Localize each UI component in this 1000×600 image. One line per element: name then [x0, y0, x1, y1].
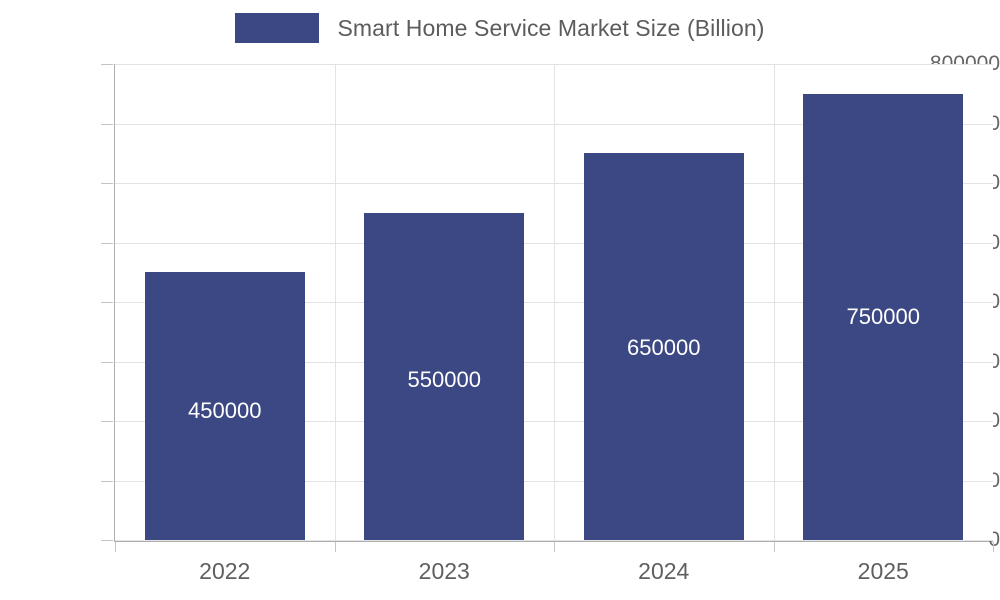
gridline-horizontal [115, 540, 993, 541]
y-axis-tick-mark [101, 302, 113, 303]
legend-item[interactable]: Smart Home Service Market Size (Billion) [235, 13, 764, 43]
bar[interactable]: 550000 [364, 212, 525, 540]
gridline-vertical [335, 64, 336, 540]
y-axis-tick-mark [101, 540, 113, 541]
bar[interactable]: 450000 [144, 272, 305, 540]
bar-value-label: 450000 [188, 398, 262, 424]
bar-value-label: 750000 [846, 303, 920, 329]
gridline-vertical [774, 64, 775, 540]
y-axis-tick-mark [101, 421, 113, 422]
legend-item-label: Smart Home Service Market Size (Billion) [337, 14, 765, 41]
y-axis-tick-mark [101, 183, 113, 184]
bar-value-label: 650000 [627, 335, 701, 361]
x-axis-tick-mark [993, 542, 994, 552]
x-axis-tick-mark [554, 542, 555, 552]
x-axis-tick-mark [774, 542, 775, 552]
y-axis-tick-mark [101, 361, 113, 363]
y-axis-tick-mark [101, 123, 113, 125]
bar-value-label: 550000 [407, 366, 481, 392]
x-axis-tick-label: 2024 [638, 558, 690, 584]
bar[interactable]: 650000 [583, 153, 744, 540]
x-axis-tick-mark [335, 542, 336, 552]
y-axis-tick-mark [101, 64, 113, 65]
legend-color-swatch [235, 13, 320, 43]
gridline-vertical [554, 64, 555, 540]
y-axis-tick-label: 0 [988, 528, 1000, 551]
x-axis-tick-label: 2023 [418, 558, 470, 584]
x-axis-tick-label: 2025 [857, 558, 909, 584]
plot-area: 450000 550000 650000 750000 [115, 64, 993, 541]
y-axis-tick-mark [101, 480, 113, 482]
chart-legend: Smart Home Service Market Size (Billion) [0, 0, 1000, 56]
x-axis-tick-mark [115, 542, 116, 552]
x-axis-tick-label: 2022 [199, 558, 251, 584]
x-axis-line [115, 540, 993, 542]
bar[interactable]: 750000 [803, 93, 964, 540]
y-axis-tick-mark [101, 242, 113, 244]
